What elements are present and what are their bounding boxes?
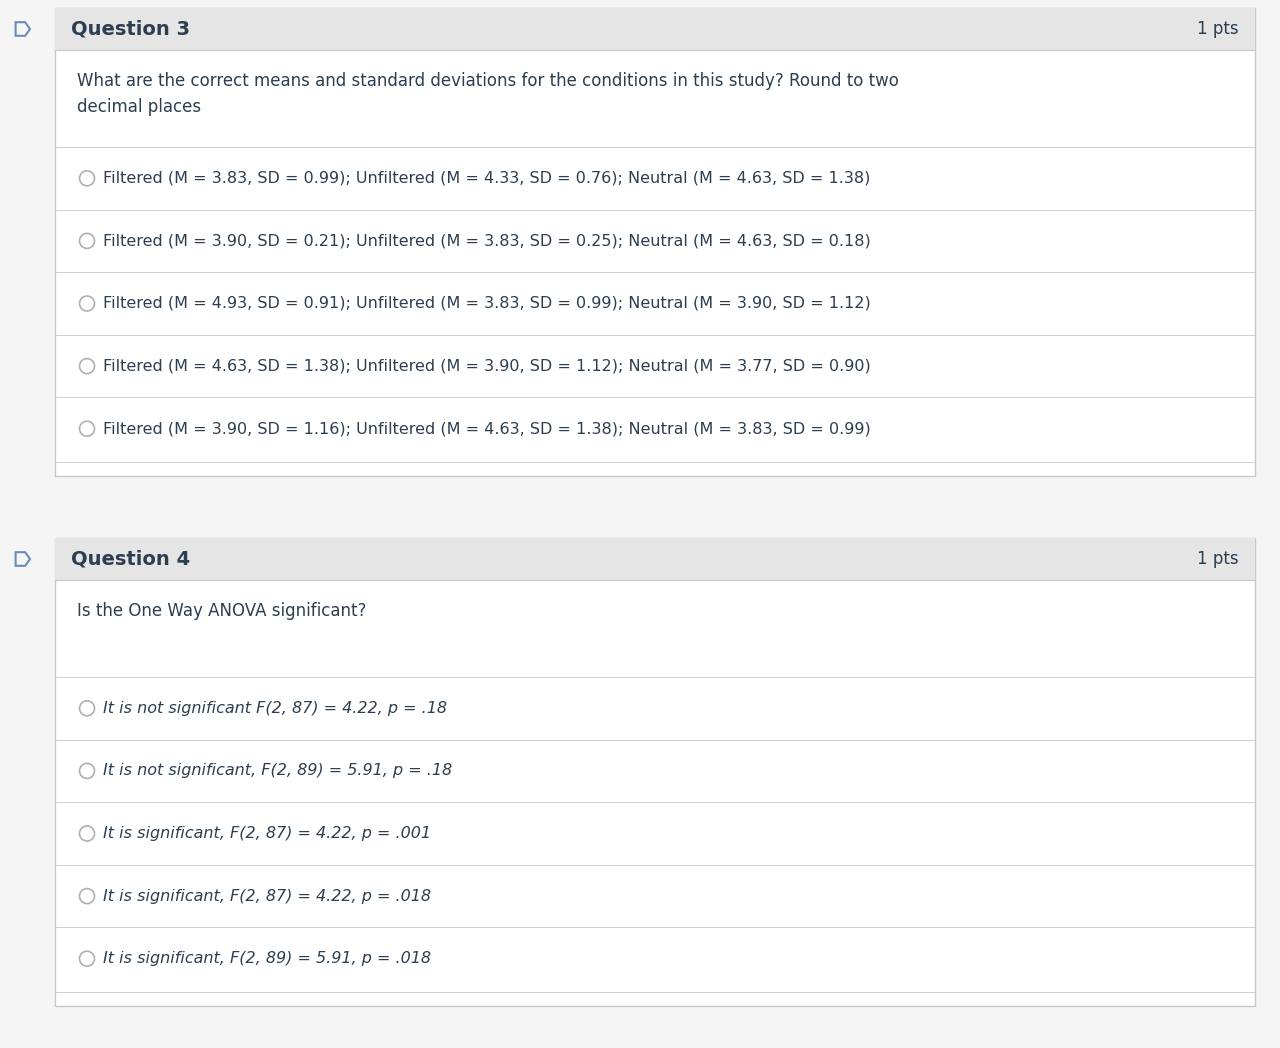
Text: It is significant, F(2, 87) = 4.22, p = .001: It is significant, F(2, 87) = 4.22, p = …: [102, 826, 431, 840]
Text: Filtered (M = 3.90, SD = 0.21); Unfiltered (M = 3.83, SD = 0.25); Neutral (M = 4: Filtered (M = 3.90, SD = 0.21); Unfilter…: [102, 234, 870, 248]
Text: Filtered (M = 3.90, SD = 1.16); Unfiltered (M = 4.63, SD = 1.38); Neutral (M = 3: Filtered (M = 3.90, SD = 1.16); Unfilter…: [102, 421, 870, 436]
Text: It is significant, F(2, 89) = 5.91, p = .018: It is significant, F(2, 89) = 5.91, p = …: [102, 952, 431, 966]
FancyBboxPatch shape: [55, 8, 1254, 476]
Text: It is not significant, F(2, 89) = 5.91, p = .18: It is not significant, F(2, 89) = 5.91, …: [102, 763, 452, 779]
Circle shape: [79, 701, 95, 716]
FancyBboxPatch shape: [55, 8, 1254, 50]
Text: Filtered (M = 4.93, SD = 0.91); Unfiltered (M = 3.83, SD = 0.99); Neutral (M = 3: Filtered (M = 4.93, SD = 0.91); Unfilter…: [102, 296, 870, 311]
Text: What are the correct means and standard deviations for the conditions in this st: What are the correct means and standard …: [77, 72, 899, 115]
Circle shape: [79, 421, 95, 436]
Text: 1 pts: 1 pts: [1197, 20, 1239, 38]
Text: It is not significant F(2, 87) = 4.22, p = .18: It is not significant F(2, 87) = 4.22, p…: [102, 701, 447, 716]
Text: Filtered (M = 4.63, SD = 1.38); Unfiltered (M = 3.90, SD = 1.12); Neutral (M = 3: Filtered (M = 4.63, SD = 1.38); Unfilter…: [102, 358, 870, 373]
Text: It is significant, F(2, 87) = 4.22, p = .018: It is significant, F(2, 87) = 4.22, p = …: [102, 889, 431, 903]
Text: Is the One Way ANOVA significant?: Is the One Way ANOVA significant?: [77, 602, 366, 620]
FancyBboxPatch shape: [55, 538, 1254, 580]
Circle shape: [79, 889, 95, 903]
Circle shape: [79, 234, 95, 248]
Circle shape: [79, 952, 95, 966]
Text: Question 4: Question 4: [70, 549, 191, 568]
Text: 1 pts: 1 pts: [1197, 550, 1239, 568]
Circle shape: [79, 826, 95, 840]
Text: Question 3: Question 3: [70, 20, 189, 39]
Text: Filtered (M = 3.83, SD = 0.99); Unfiltered (M = 4.33, SD = 0.76); Neutral (M = 4: Filtered (M = 3.83, SD = 0.99); Unfilter…: [102, 171, 870, 185]
Circle shape: [79, 296, 95, 311]
Circle shape: [79, 763, 95, 779]
Circle shape: [79, 171, 95, 185]
FancyBboxPatch shape: [55, 538, 1254, 1006]
Circle shape: [79, 358, 95, 373]
